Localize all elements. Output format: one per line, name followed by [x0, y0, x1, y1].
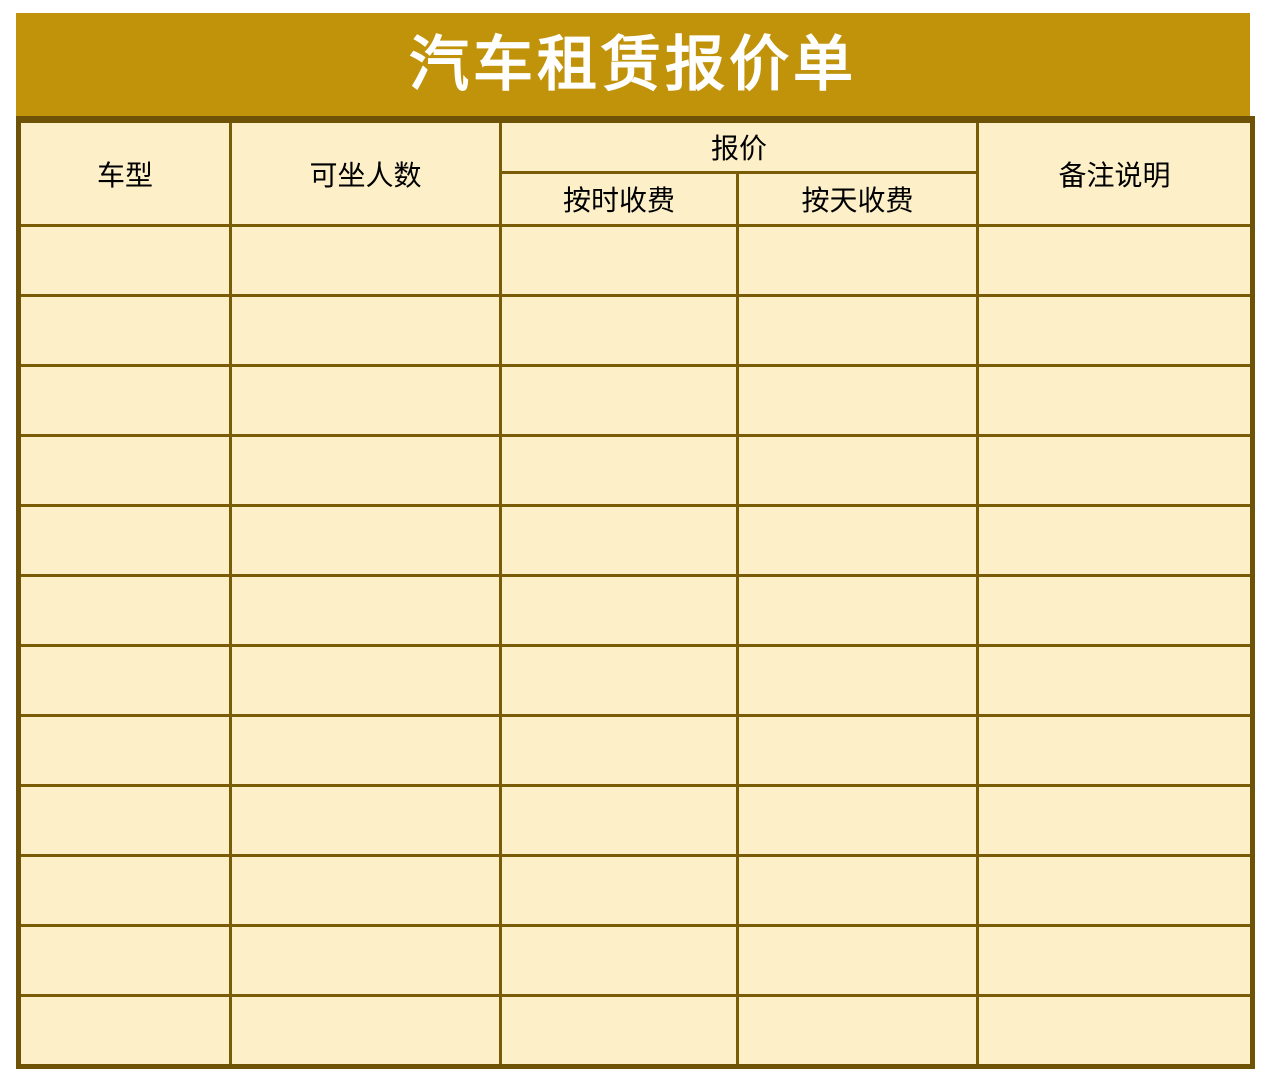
quote-table-body — [17, 224, 1255, 1068]
header-row-main: 车型 可坐人数 报价 备注说明 — [17, 118, 1255, 227]
empty-cell — [499, 714, 739, 787]
empty-cell — [976, 224, 1255, 297]
quote-table: 车型 可坐人数 报价 备注说明 按时收费 按天收费 — [16, 116, 1256, 1069]
table-row — [17, 854, 1255, 927]
empty-cell — [735, 574, 980, 647]
empty-cell — [17, 364, 232, 437]
empty-cell — [499, 294, 739, 367]
empty-cell — [976, 714, 1255, 787]
empty-cell — [17, 644, 232, 717]
empty-cell — [735, 434, 980, 507]
empty-cell — [976, 644, 1255, 717]
empty-cell — [17, 294, 232, 367]
empty-cell — [976, 364, 1255, 437]
empty-cell — [229, 224, 502, 297]
quote-table-header: 车型 可坐人数 报价 备注说明 按时收费 按天收费 — [17, 118, 1255, 227]
col-header-vehicle-type: 车型 — [17, 118, 232, 227]
table-row — [17, 504, 1255, 577]
col-header-remarks: 备注说明 — [976, 118, 1255, 227]
col-header-quote-group: 报价 — [498, 118, 980, 174]
table-row — [17, 784, 1255, 857]
empty-cell — [976, 924, 1255, 997]
empty-cell — [976, 784, 1255, 857]
empty-cell — [499, 924, 739, 997]
empty-cell — [976, 994, 1255, 1068]
col-header-hourly-rate: 按时收费 — [499, 171, 739, 227]
empty-cell — [17, 924, 232, 997]
empty-cell — [499, 784, 739, 857]
empty-cell — [976, 854, 1255, 927]
empty-cell — [735, 504, 980, 577]
empty-cell — [499, 574, 739, 647]
empty-cell — [499, 364, 739, 437]
empty-cell — [17, 224, 232, 297]
empty-cell — [17, 784, 232, 857]
empty-cell — [735, 714, 980, 787]
empty-cell — [229, 924, 502, 997]
empty-cell — [499, 994, 739, 1068]
empty-cell — [229, 994, 502, 1068]
col-header-seating-capacity: 可坐人数 — [229, 118, 502, 227]
empty-cell — [229, 854, 502, 927]
col-header-daily-rate: 按天收费 — [735, 171, 980, 227]
empty-cell — [735, 994, 980, 1068]
empty-cell — [735, 924, 980, 997]
table-row — [17, 924, 1255, 997]
table-row — [17, 994, 1255, 1068]
empty-cell — [229, 434, 502, 507]
empty-cell — [976, 574, 1255, 647]
empty-cell — [499, 854, 739, 927]
empty-cell — [229, 644, 502, 717]
empty-cell — [499, 504, 739, 577]
table-row — [17, 644, 1255, 717]
empty-cell — [499, 434, 739, 507]
header-row-sub: 按时收费 按天收费 — [19, 171, 1253, 227]
empty-cell — [735, 854, 980, 927]
empty-cell — [499, 644, 739, 717]
empty-cell — [976, 294, 1255, 367]
empty-cell — [735, 224, 980, 297]
table-row — [17, 294, 1255, 367]
empty-cell — [735, 364, 980, 437]
empty-cell — [229, 784, 502, 857]
empty-cell — [17, 854, 232, 927]
empty-cell — [229, 364, 502, 437]
empty-cell — [17, 504, 232, 577]
table-row — [17, 714, 1255, 787]
empty-cell — [229, 504, 502, 577]
empty-cell — [976, 504, 1255, 577]
empty-cell — [229, 574, 502, 647]
empty-cell — [229, 714, 502, 787]
empty-cell — [735, 784, 980, 857]
page-title: 汽车租赁报价单 — [409, 30, 857, 98]
empty-cell — [229, 294, 502, 367]
empty-cell — [17, 434, 232, 507]
table-row — [17, 364, 1255, 437]
empty-cell — [17, 714, 232, 787]
table-row — [17, 434, 1255, 507]
empty-cell — [735, 644, 980, 717]
empty-cell — [976, 434, 1255, 507]
empty-cell — [17, 574, 232, 647]
empty-cell — [735, 294, 980, 367]
table-row — [17, 224, 1255, 297]
empty-cell — [499, 224, 739, 297]
table-row — [17, 574, 1255, 647]
title-band: 汽车租赁报价单 — [16, 13, 1250, 116]
empty-cell — [17, 994, 232, 1068]
